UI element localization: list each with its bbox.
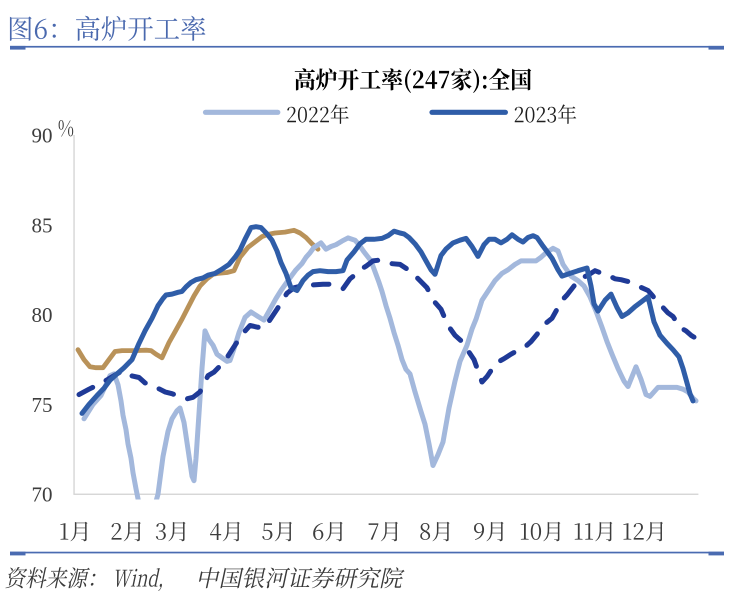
svg-text:90: 90 bbox=[32, 124, 53, 148]
svg-text:85: 85 bbox=[32, 213, 53, 237]
svg-text:75: 75 bbox=[32, 393, 53, 417]
svg-text:70: 70 bbox=[32, 483, 53, 507]
svg-text:80: 80 bbox=[32, 303, 53, 327]
